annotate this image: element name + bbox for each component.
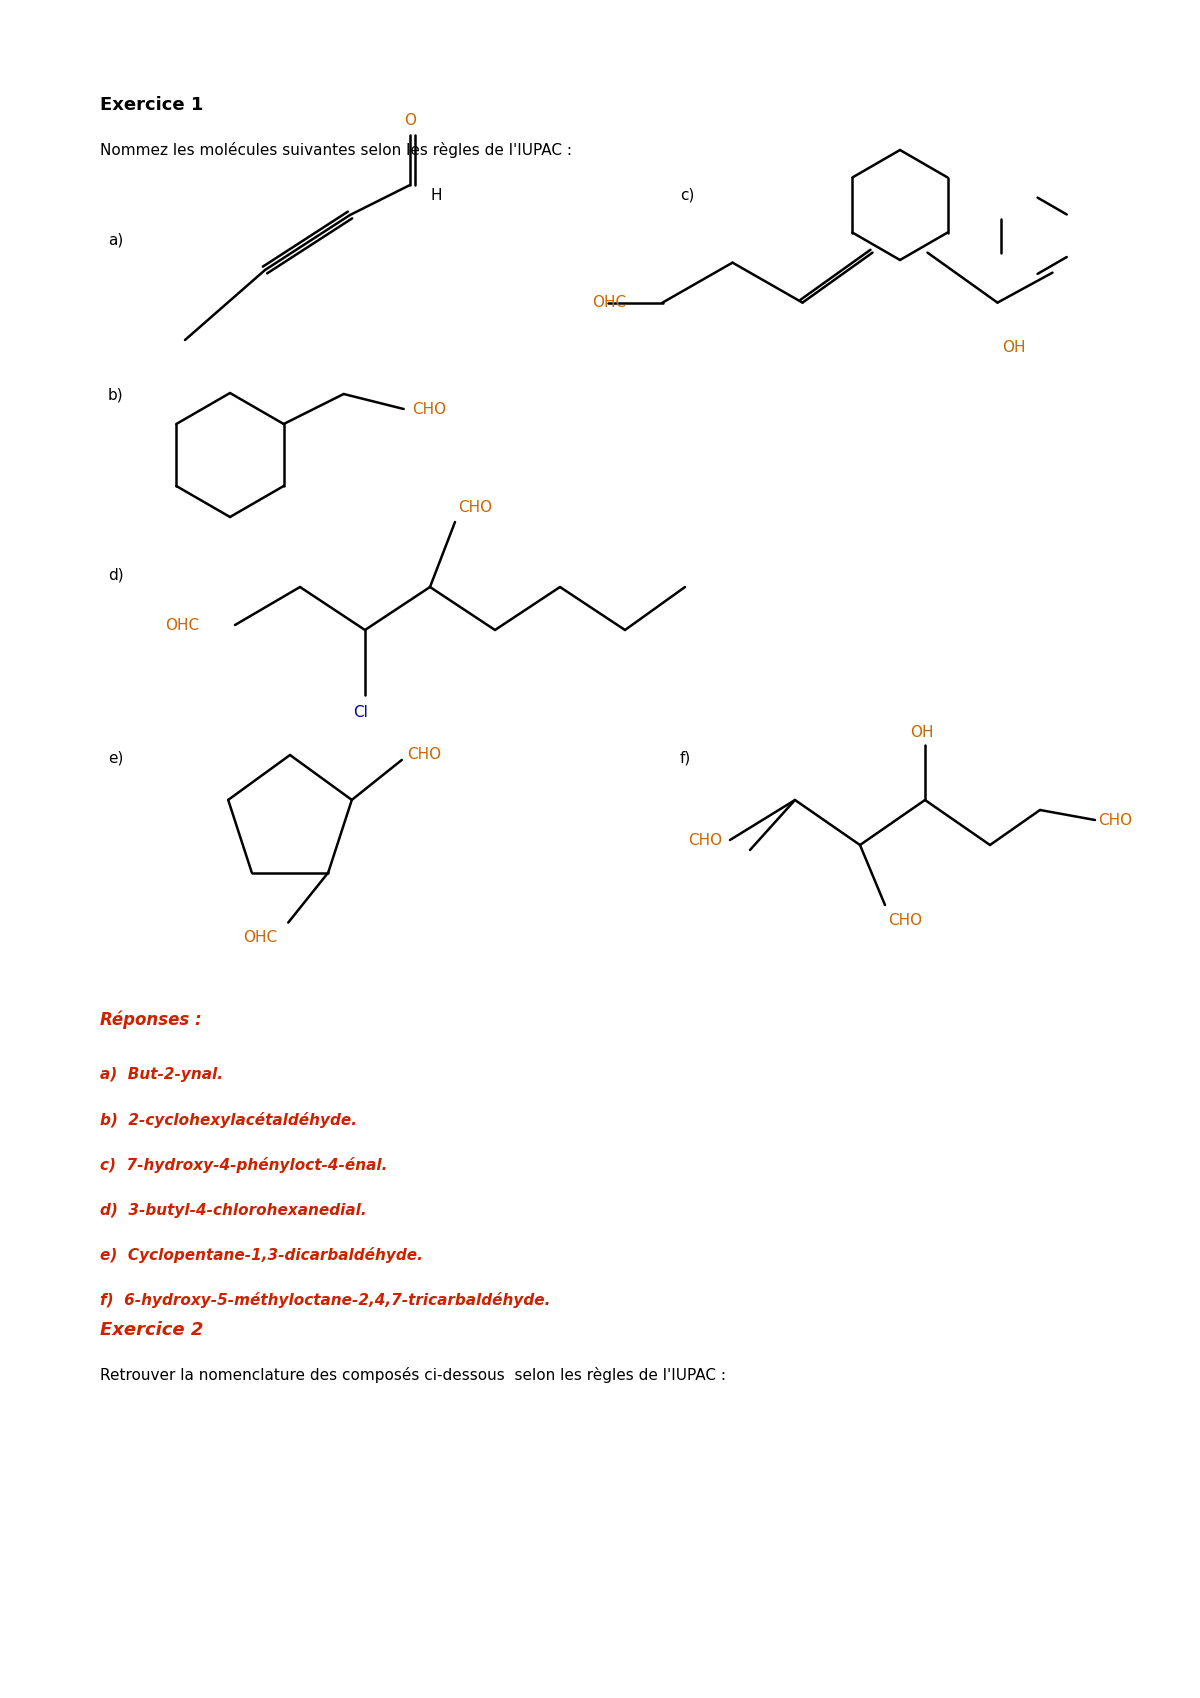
Text: c)  7-hydroxy-4-phényloct-4-énal.: c) 7-hydroxy-4-phényloct-4-énal.	[100, 1156, 388, 1173]
Text: CHO: CHO	[458, 499, 492, 514]
Text: b): b)	[108, 387, 124, 402]
Text: f)  6-hydroxy-5-méthyloctane-2,4,7-tricarbaldéhyde.: f) 6-hydroxy-5-méthyloctane-2,4,7-tricar…	[100, 1292, 551, 1307]
Text: OH: OH	[910, 725, 934, 740]
Text: a): a)	[108, 233, 124, 248]
Text: OHC: OHC	[244, 931, 277, 946]
Text: CHO: CHO	[688, 832, 722, 847]
Text: Exercice 1: Exercice 1	[100, 97, 203, 114]
Text: CHO: CHO	[1098, 813, 1132, 827]
Text: b)  2-cyclohexylacétaldéhyde.: b) 2-cyclohexylacétaldéhyde.	[100, 1112, 358, 1127]
Text: CHO: CHO	[407, 747, 440, 762]
Text: f): f)	[680, 751, 691, 766]
Text: Cl: Cl	[353, 705, 368, 720]
Text: Nommez les molécules suivantes selon les règles de l'IUPAC :: Nommez les molécules suivantes selon les…	[100, 143, 572, 158]
Text: OHC: OHC	[593, 295, 626, 311]
Text: Réponses :: Réponses :	[100, 1010, 202, 1029]
Text: e): e)	[108, 751, 124, 766]
Text: OHC: OHC	[166, 618, 199, 632]
Text: O: O	[404, 112, 416, 127]
Text: d): d)	[108, 567, 124, 582]
Text: c): c)	[680, 187, 695, 202]
Text: CHO: CHO	[412, 401, 446, 416]
Text: d)  3-butyl-4-chlorohexanedial.: d) 3-butyl-4-chlorohexanedial.	[100, 1202, 367, 1217]
Text: Retrouver la nomenclature des composés ci-dessous  selon les règles de l'IUPAC :: Retrouver la nomenclature des composés c…	[100, 1367, 726, 1382]
Text: e)  Cyclopentane-1,3-dicarbaldéhyde.: e) Cyclopentane-1,3-dicarbaldéhyde.	[100, 1246, 422, 1263]
Text: Exercice 2: Exercice 2	[100, 1321, 203, 1340]
Text: CHO: CHO	[888, 912, 922, 927]
Text: a)  But-2-ynal.: a) But-2-ynal.	[100, 1068, 223, 1083]
Text: H: H	[430, 187, 442, 202]
Text: OH: OH	[1002, 340, 1026, 355]
